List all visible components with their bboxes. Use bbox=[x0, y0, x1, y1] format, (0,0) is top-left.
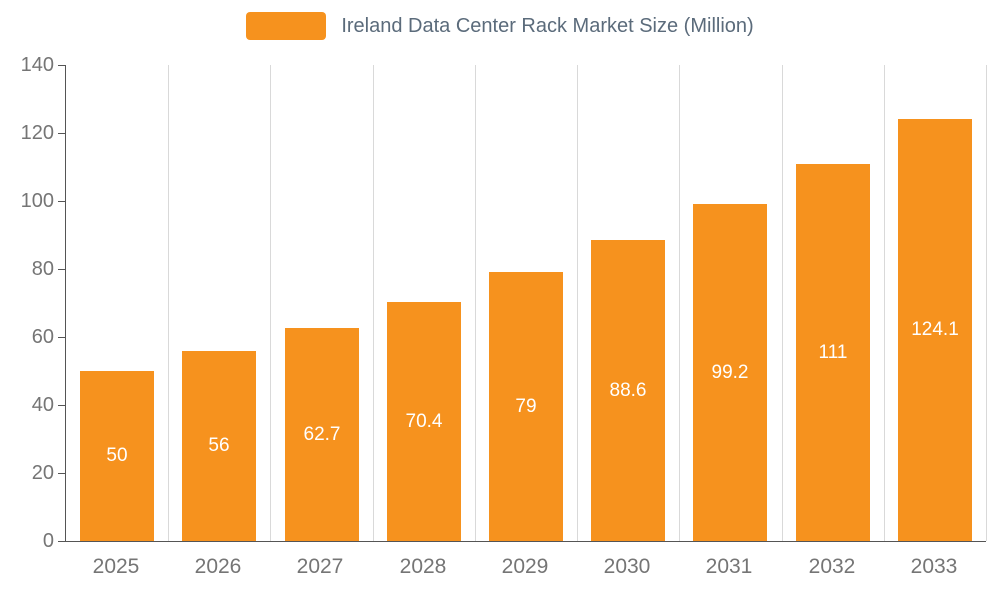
legend-swatch bbox=[246, 12, 327, 40]
x-axis-label: 2031 bbox=[705, 555, 753, 578]
bar-value-label: 70.4 bbox=[405, 411, 443, 432]
bar-value-label: 50 bbox=[106, 445, 128, 466]
bar-value-label: 62.7 bbox=[303, 424, 341, 445]
y-axis-label: 80 bbox=[31, 258, 54, 280]
bar-value-label: 111 bbox=[818, 342, 848, 363]
x-axis-label: 2028 bbox=[399, 555, 447, 578]
gridline-vertical bbox=[577, 65, 578, 541]
gridline-vertical bbox=[782, 65, 783, 541]
y-axis-label: 120 bbox=[20, 122, 54, 144]
y-axis-tick bbox=[58, 65, 65, 66]
bar-2029[interactable]: 79 bbox=[489, 272, 563, 541]
bar-2028[interactable]: 70.4 bbox=[387, 302, 461, 541]
y-axis-label: 60 bbox=[31, 326, 54, 348]
bar-value-label: 88.6 bbox=[609, 380, 647, 401]
bar-value-label: 79 bbox=[515, 396, 537, 417]
bar-value-label: 99.2 bbox=[711, 362, 749, 383]
x-axis-label: 2033 bbox=[910, 555, 958, 578]
y-axis-label: 20 bbox=[31, 462, 54, 484]
gridline-vertical bbox=[168, 65, 169, 541]
plot-area: 50 56 62.7 70.4 79 88.6 99.2 111 124.1 bbox=[65, 65, 987, 542]
y-axis-tick bbox=[58, 541, 65, 542]
y-axis-label: 0 bbox=[42, 530, 54, 552]
y-axis-label: 100 bbox=[20, 190, 54, 212]
x-axis-label: 2030 bbox=[603, 555, 651, 578]
gridline-vertical bbox=[373, 65, 374, 541]
legend-label: Ireland Data Center Rack Market Size (Mi… bbox=[341, 14, 754, 37]
gridline-vertical bbox=[884, 65, 885, 541]
x-axis-label: 2025 bbox=[92, 555, 140, 578]
bar-value-label: 56 bbox=[208, 435, 230, 456]
x-axis-label: 2027 bbox=[296, 555, 344, 578]
bar-2027[interactable]: 62.7 bbox=[285, 328, 359, 541]
y-axis-tick bbox=[58, 405, 65, 406]
gridline-vertical bbox=[986, 65, 987, 541]
gridline-vertical bbox=[270, 65, 271, 541]
gridline-vertical bbox=[679, 65, 680, 541]
y-axis-tick bbox=[58, 473, 65, 474]
legend[interactable]: Ireland Data Center Rack Market Size (Mi… bbox=[0, 12, 1000, 40]
bar-2032[interactable]: 111 bbox=[796, 164, 870, 541]
bar-2033[interactable]: 124.1 bbox=[898, 119, 972, 541]
x-axis-label: 2026 bbox=[194, 555, 242, 578]
y-axis-label: 140 bbox=[20, 54, 54, 76]
x-axis-label: 2032 bbox=[808, 555, 856, 578]
bar-value-label: 124.1 bbox=[911, 319, 959, 340]
gridline-vertical bbox=[475, 65, 476, 541]
y-axis-label: 40 bbox=[31, 394, 54, 416]
bar-2031[interactable]: 99.2 bbox=[693, 204, 767, 541]
y-axis-tick bbox=[58, 201, 65, 202]
y-axis-tick bbox=[58, 269, 65, 270]
bar-2026[interactable]: 56 bbox=[182, 351, 256, 541]
y-axis-tick bbox=[58, 133, 65, 134]
y-axis-tick bbox=[58, 337, 65, 338]
x-axis-label: 2029 bbox=[501, 555, 549, 578]
bar-2030[interactable]: 88.6 bbox=[591, 240, 665, 541]
bar-2025[interactable]: 50 bbox=[80, 371, 154, 541]
